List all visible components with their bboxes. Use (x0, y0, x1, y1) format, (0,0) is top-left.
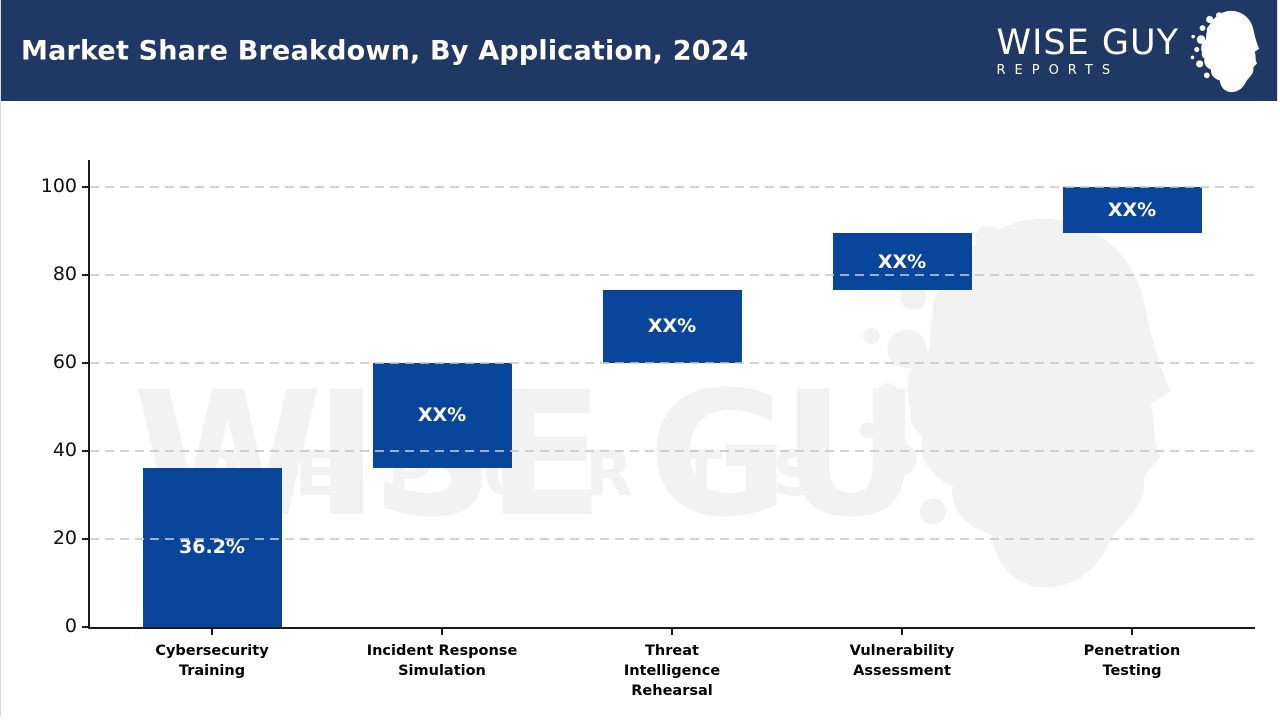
x-axis-category-label: Penetration Testing (1084, 641, 1181, 681)
x-label-line: Testing (1102, 663, 1162, 679)
brand-subname: REPORTS (996, 62, 1120, 78)
y-axis-tick (82, 538, 88, 540)
y-gridline (90, 450, 1255, 452)
x-label-line: Incident Response (366, 643, 518, 659)
y-axis-tick (82, 186, 88, 188)
brand-logo: WISE GUY REPORTS (996, 6, 1267, 95)
x-label-line: Training (178, 663, 246, 679)
y-axis-tick (82, 450, 88, 452)
y-gridline (90, 274, 1255, 276)
y-axis-tick-label: 20 (52, 527, 77, 549)
bar-value-label: XX% (877, 250, 927, 273)
market-share-bar: XX% (1062, 187, 1202, 234)
y-axis-tick-label: 40 (52, 439, 77, 461)
header-band: Market Share Breakdown, By Application, … (1, 0, 1277, 101)
x-axis-category-label: Incident Response Simulation (367, 641, 518, 681)
y-axis-tick-label: 0 (64, 615, 77, 637)
market-share-bar: XX% (832, 233, 972, 290)
page-title: Market Share Breakdown, By Application, … (21, 35, 749, 66)
x-label-line: Cybersecurity (155, 643, 269, 659)
x-axis-tick (441, 629, 443, 635)
y-axis-tick-label: 100 (40, 175, 77, 197)
market-share-bar: XX% (372, 363, 512, 468)
x-label-line: Penetration (1083, 643, 1181, 659)
brand-logo-text: WISE GUY REPORTS (996, 24, 1179, 78)
y-axis-line (88, 160, 90, 629)
x-label-line: Intelligence (623, 663, 721, 679)
wiseguy-face-icon (1181, 8, 1267, 94)
x-label-line: Threat (645, 643, 699, 659)
x-label-line: Vulnerability (849, 643, 955, 659)
bar-value-label: XX% (417, 404, 467, 427)
x-axis-category-label: Cybersecurity Training (155, 641, 268, 681)
brand-name: WISE GUY (996, 22, 1179, 63)
y-axis-tick-label: 60 (52, 351, 77, 373)
y-gridline (90, 538, 1255, 540)
x-axis-tick (901, 629, 903, 635)
x-axis-line (88, 627, 1255, 629)
y-axis-tick (82, 274, 88, 276)
y-gridline (90, 362, 1255, 364)
bar-value-label: XX% (647, 315, 697, 338)
x-axis-tick (1131, 629, 1133, 635)
x-axis-tick (671, 629, 673, 635)
bar-value-label: XX% (1107, 199, 1157, 222)
market-share-bar: XX% (602, 289, 742, 363)
y-axis-tick (82, 362, 88, 364)
y-axis-tick (82, 626, 88, 628)
x-label-line: Rehearsal (631, 683, 713, 699)
waterfall-chart: WISE GUY REPORTS 0 20 40 60 80 100 36.2% Cybers… (1, 101, 1279, 716)
bar-value-label: 36.2% (179, 536, 245, 559)
y-gridline (90, 186, 1255, 188)
watermark-brand-subname: REPORTS (197, 437, 868, 510)
x-axis-tick (211, 629, 213, 635)
y-axis-tick-label: 80 (52, 263, 77, 285)
x-label-line: Simulation (398, 663, 486, 679)
x-axis-category-label: Threat Intelligence Rehearsal (624, 641, 720, 701)
market-share-bar: 36.2% (142, 467, 282, 627)
x-axis-category-label: Vulnerability Assessment (850, 641, 955, 681)
x-label-line: Assessment (853, 663, 951, 679)
